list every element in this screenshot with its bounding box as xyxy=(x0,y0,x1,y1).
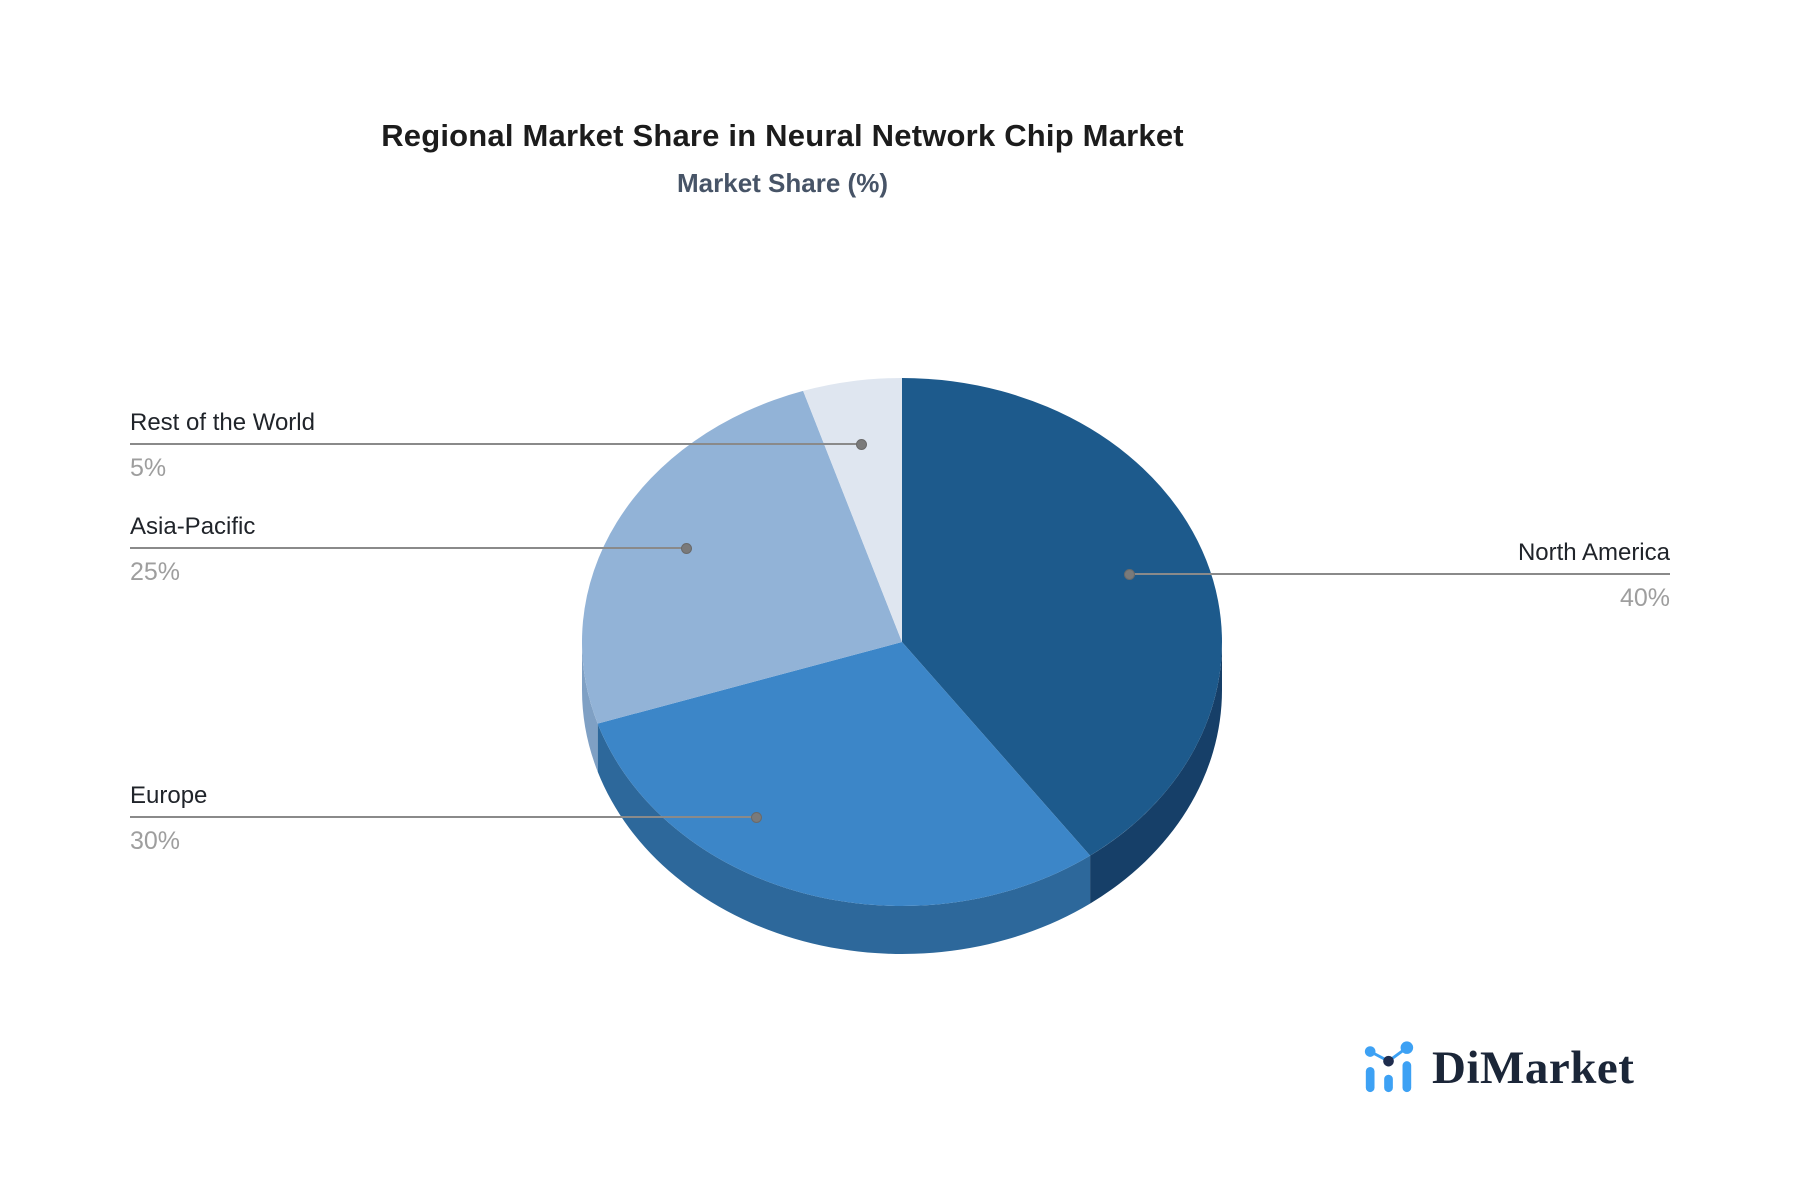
chart-title: Regional Market Share in Neural Network … xyxy=(381,118,1184,153)
bar-line-chart-icon xyxy=(1364,1041,1414,1093)
pie-slice-side-europe[interactable] xyxy=(597,723,1091,955)
pie-slice-side-north-america[interactable] xyxy=(1090,642,1222,904)
leader-dot xyxy=(681,543,692,554)
slice-value: 30% xyxy=(130,827,181,855)
slice-value: 5% xyxy=(130,454,167,482)
slice-value: 40% xyxy=(1619,584,1670,612)
slice-label: North America xyxy=(1517,539,1670,566)
chart-subtitle: Market Share (%) xyxy=(677,168,888,198)
slice-label: Rest of the World xyxy=(130,409,315,436)
leader-dot xyxy=(1124,569,1135,580)
callout-north-america: North America 40% xyxy=(1124,539,1670,613)
callout-asia-pacific: Asia-Pacific 25% xyxy=(130,513,692,587)
leader-line xyxy=(130,812,762,823)
slice-label: Europe xyxy=(130,782,208,809)
pie-slice-side-asia-pacific[interactable] xyxy=(582,642,598,772)
brand-logo-text: DiMarket xyxy=(1432,1042,1635,1094)
leader-line xyxy=(130,543,692,554)
pie-slice-asia-pacific[interactable] xyxy=(582,390,902,724)
pie-slice-europe[interactable] xyxy=(597,642,1091,907)
slice-value: 25% xyxy=(130,558,181,586)
slice-label: Asia-Pacific xyxy=(130,513,256,540)
leader-dot xyxy=(856,439,867,450)
leader-dot xyxy=(751,812,762,823)
chart-header: Regional Market Share in Neural Network … xyxy=(0,118,1565,199)
pie-slice-north-america[interactable] xyxy=(902,378,1222,856)
brand-logo: DiMarket xyxy=(1360,1038,1634,1094)
leader-line xyxy=(130,439,867,450)
leader-line xyxy=(1124,569,1670,580)
callout-rest-of-the-world: Rest of the World 5% xyxy=(130,409,867,483)
callout-europe: Europe 30% xyxy=(130,782,762,856)
